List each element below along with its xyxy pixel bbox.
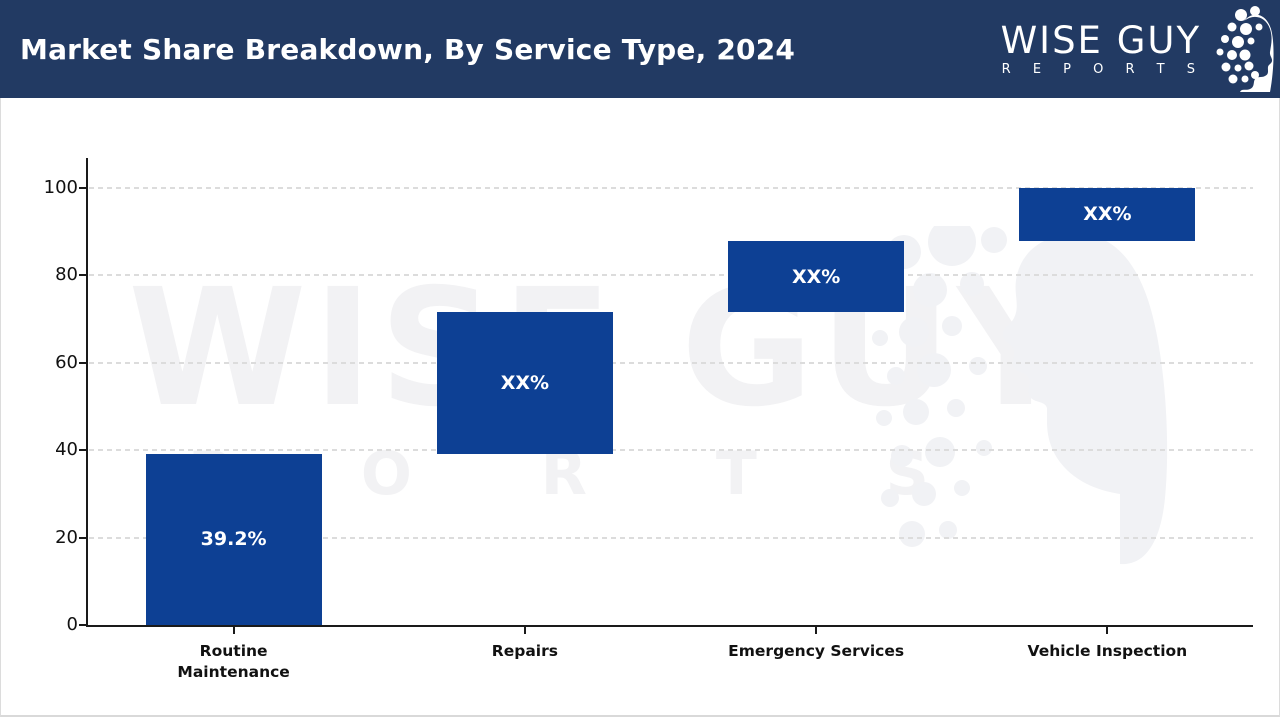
y-gridline-40	[89, 449, 1253, 451]
bar-routine-maintenance: 39.2%	[145, 453, 322, 625]
y-tick-40	[79, 449, 86, 451]
y-gridline-20	[89, 536, 1253, 539]
y-tick-100	[79, 186, 86, 189]
x-tick-repairs	[523, 627, 526, 634]
x-category-label-vehicle-inspection: Vehicle Inspection	[1027, 642, 1188, 660]
y-axis-line	[86, 158, 88, 627]
x-tick-routine-maintenance	[232, 627, 235, 634]
y-tick-label-100: 100	[43, 176, 78, 198]
bar-emergency-services: XX%	[728, 240, 905, 313]
y-tick-label-60: 60	[55, 351, 78, 373]
brand-logo-text: WISE GUY R E P O R T S	[998, 22, 1204, 76]
bar-repairs: XX%	[436, 312, 613, 454]
y-gridline-100	[89, 186, 1253, 189]
bar-value-label-routine-maintenance: 39.2%	[200, 528, 267, 551]
bar-vehicle-inspection: XX%	[1019, 187, 1196, 241]
y-tick-label-20: 20	[55, 526, 78, 548]
x-tick-emergency-services	[815, 627, 818, 634]
y-gridline-80	[89, 274, 1253, 276]
bar-value-label-emergency-services: XX%	[791, 265, 841, 288]
y-tick-label-80: 80	[55, 264, 78, 285]
bar-value-label-repairs: XX%	[500, 371, 550, 394]
y-tick-20	[79, 536, 86, 539]
chart-title: Market Share Breakdown, By Service Type,…	[20, 32, 796, 66]
y-tick-label-0: 0	[66, 614, 78, 635]
x-tick-vehicle-inspection	[1106, 627, 1109, 634]
x-category-label-routine-maintenance: Routine Maintenance	[177, 642, 290, 681]
brand-name: WISE GUY	[1000, 19, 1202, 62]
brand-subtitle: R E P O R T S	[1001, 62, 1204, 77]
y-gridline-60	[89, 361, 1253, 364]
y-tick-80	[79, 274, 86, 276]
brand-head-icon	[1216, 6, 1274, 93]
y-tick-0	[79, 624, 86, 626]
watermark-head-icon	[872, 226, 1168, 565]
brand-logo: WISE GUY R E P O R T S	[998, 0, 1274, 98]
bar-value-label-vehicle-inspection: XX%	[1083, 203, 1132, 226]
x-category-label-emergency-services: Emergency Services	[728, 642, 905, 660]
y-tick-60	[79, 361, 86, 364]
y-tick-label-40: 40	[55, 439, 78, 460]
header-bar: Market Share Breakdown, By Service Type,…	[0, 0, 1280, 98]
x-category-label-repairs: Repairs	[491, 642, 558, 660]
x-axis-line	[86, 625, 1253, 627]
